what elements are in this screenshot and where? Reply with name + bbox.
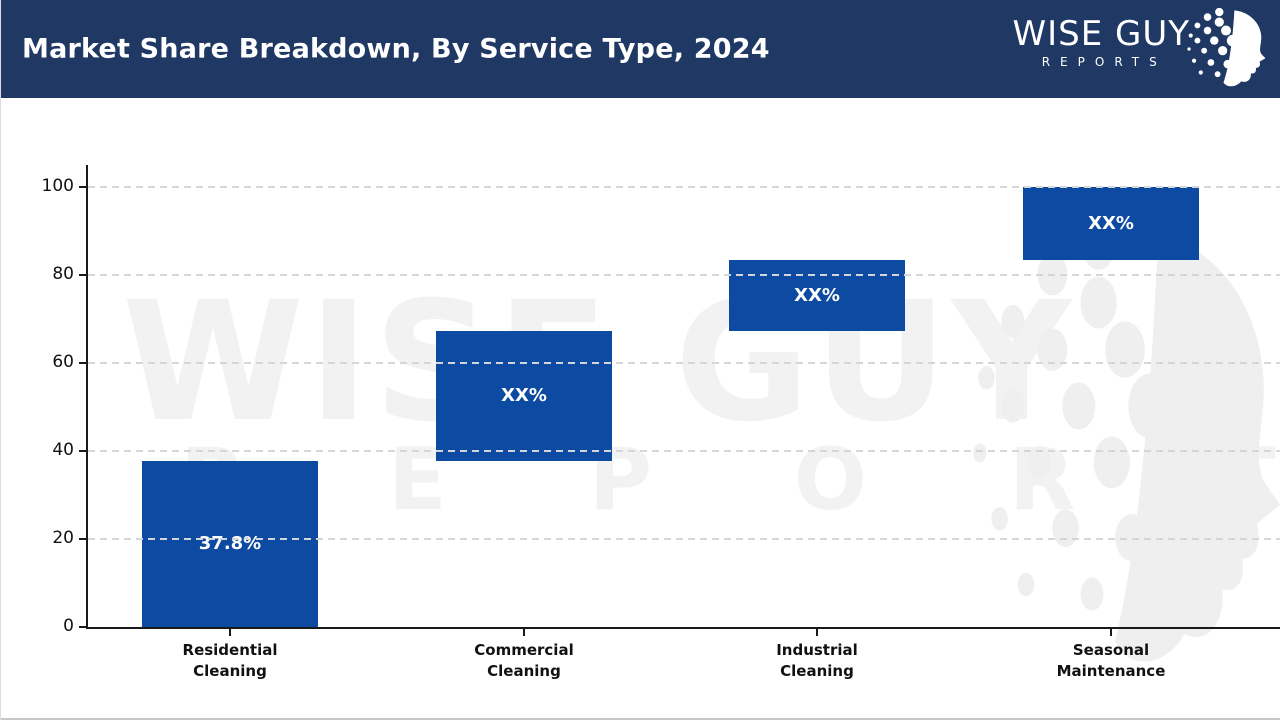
gridline-20 [88, 538, 1280, 540]
dot-face-watermark [973, 222, 1280, 662]
gridline-40 [88, 450, 1280, 452]
y-tick-label: 100 [41, 176, 74, 196]
x-tick-mark [523, 629, 525, 636]
chart-plot-area: WISE GUY R E P O R T S 02040608010037.8%… [0, 98, 1280, 720]
y-tick-label: 20 [52, 528, 74, 548]
bar-value-label: XX% [794, 285, 840, 307]
y-tick-label: 0 [63, 616, 74, 636]
brand-subtitle: REPORTS [1041, 55, 1167, 70]
x-category-label: Industrial Cleaning [776, 641, 858, 680]
bar-3: XX% [729, 260, 905, 332]
x-axis [86, 627, 1280, 629]
bar-value-label: XX% [1088, 213, 1134, 235]
gridline-100 [88, 186, 1280, 188]
x-tick-mark [229, 629, 231, 636]
bar-value-label: XX% [501, 385, 547, 407]
y-tick-mark [79, 274, 87, 276]
y-tick-mark [79, 538, 87, 540]
y-tick-mark [79, 186, 87, 188]
bar-4: XX% [1023, 187, 1199, 261]
x-tick-mark [1110, 629, 1112, 636]
y-tick-label: 80 [52, 264, 74, 284]
bar-1: 37.8% [142, 460, 318, 627]
y-tick-mark [79, 450, 87, 452]
brand-logo-text: WISE GUY REPORTS [1012, 14, 1190, 70]
y-tick-label: 40 [52, 440, 74, 460]
dot-face-icon [1187, 7, 1266, 87]
header-band: Market Share Breakdown, By Service Type,… [0, 0, 1280, 98]
y-tick-label: 60 [52, 352, 74, 372]
y-tick-mark [79, 626, 87, 628]
x-tick-mark [816, 629, 818, 636]
y-tick-mark [79, 362, 87, 364]
bar-2: XX% [436, 331, 612, 461]
brand-name: WISE GUY [1012, 14, 1190, 54]
page-title: Market Share Breakdown, By Service Type,… [22, 33, 770, 65]
x-category-label: Commercial Cleaning [474, 641, 574, 680]
y-axis [86, 165, 88, 629]
x-category-label: Seasonal Maintenance [1056, 641, 1166, 680]
x-category-label: Residential Cleaning [182, 641, 278, 680]
gridline-60 [88, 362, 1280, 364]
bar-value-label: 37.8% [198, 533, 262, 555]
watermark-text-2: R E P O R T S [180, 430, 1280, 530]
gridline-80 [88, 274, 1280, 276]
brand-logo: WISE GUY REPORTS [1012, 0, 1268, 98]
figure-bottom-border [0, 718, 1280, 720]
figure-left-border [0, 0, 1, 720]
